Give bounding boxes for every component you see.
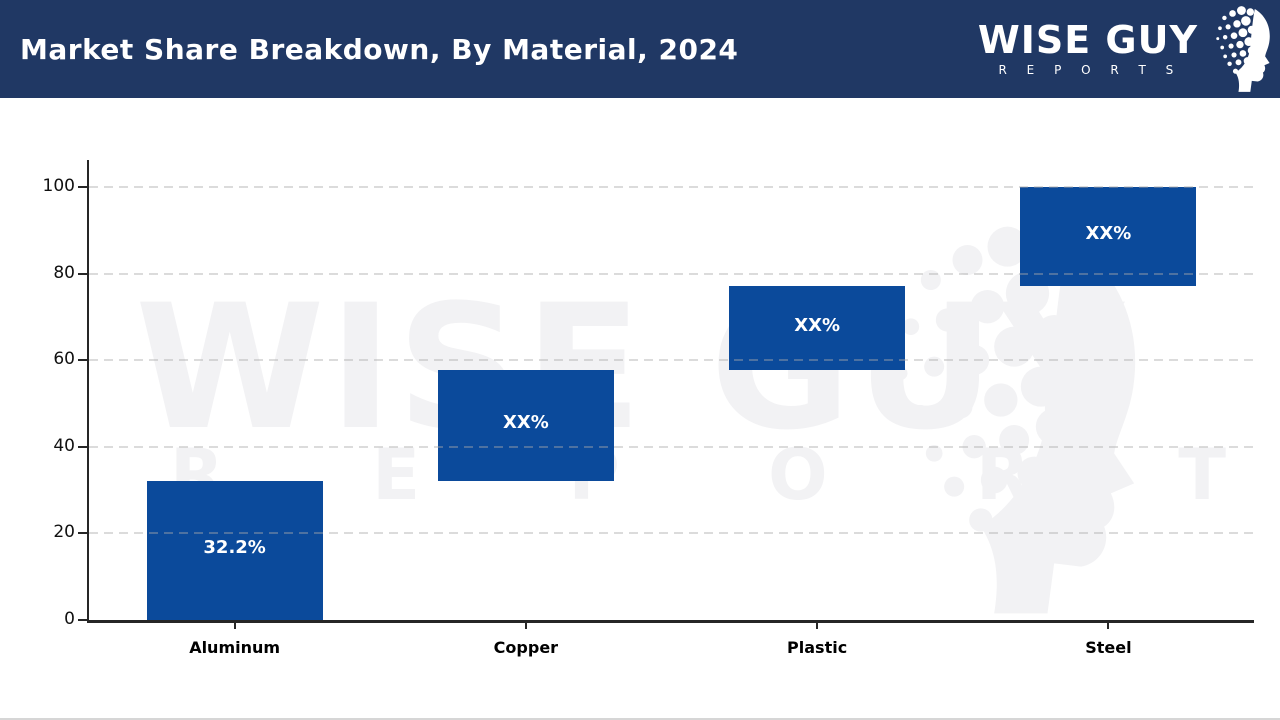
page-title: Market Share Breakdown, By Material, 202… [20, 32, 739, 66]
gridline [89, 186, 1254, 188]
y-axis-line [87, 160, 89, 623]
header: Market Share Breakdown, By Material, 202… [0, 0, 1280, 98]
y-tick-mark [78, 359, 87, 362]
y-tick-mark [78, 532, 87, 535]
x-tick-label: Steel [1085, 638, 1132, 657]
brand-logo-text: WISE GUY R E P O R T S [978, 21, 1198, 77]
brand-face-icon [1216, 6, 1270, 92]
bar-aluminum [146, 480, 323, 620]
x-tick-mark [816, 623, 819, 629]
bar-value-label: 32.2% [203, 537, 266, 559]
bar-plastic [729, 285, 906, 370]
y-tick-label: 60 [53, 349, 75, 370]
x-tick-label: Aluminum [189, 638, 281, 657]
bar-copper [437, 369, 614, 481]
y-tick-mark [78, 619, 87, 621]
x-tick-mark [1107, 623, 1110, 629]
brand-tagline: R E P O R T S [998, 63, 1182, 77]
y-tick-mark [78, 445, 87, 448]
x-axis-line [87, 620, 1254, 623]
brand-name: WISE GUY [977, 18, 1198, 62]
y-tick-label: 80 [53, 262, 75, 283]
bar-value-label: XX% [502, 412, 549, 434]
bar-value-label: XX% [1085, 223, 1132, 245]
bottom-divider [0, 718, 1280, 720]
gridline [89, 359, 1254, 362]
y-tick-label: 100 [42, 176, 75, 196]
y-tick-label: 40 [53, 435, 75, 456]
brand-logo: WISE GUY R E P O R T S [978, 0, 1274, 98]
x-tick-mark [524, 623, 527, 629]
y-tick-mark [78, 186, 87, 188]
bar-value-label: XX% [794, 314, 841, 336]
x-tick-mark [233, 623, 236, 629]
x-tick-label: Copper [493, 638, 559, 657]
gridline [89, 445, 1254, 448]
y-tick-label: 20 [53, 522, 75, 543]
y-tick-label: 0 [64, 609, 75, 629]
gridline [89, 532, 1254, 535]
x-tick-label: Plastic [787, 638, 848, 657]
y-tick-mark [78, 272, 87, 275]
gridline [89, 272, 1254, 275]
